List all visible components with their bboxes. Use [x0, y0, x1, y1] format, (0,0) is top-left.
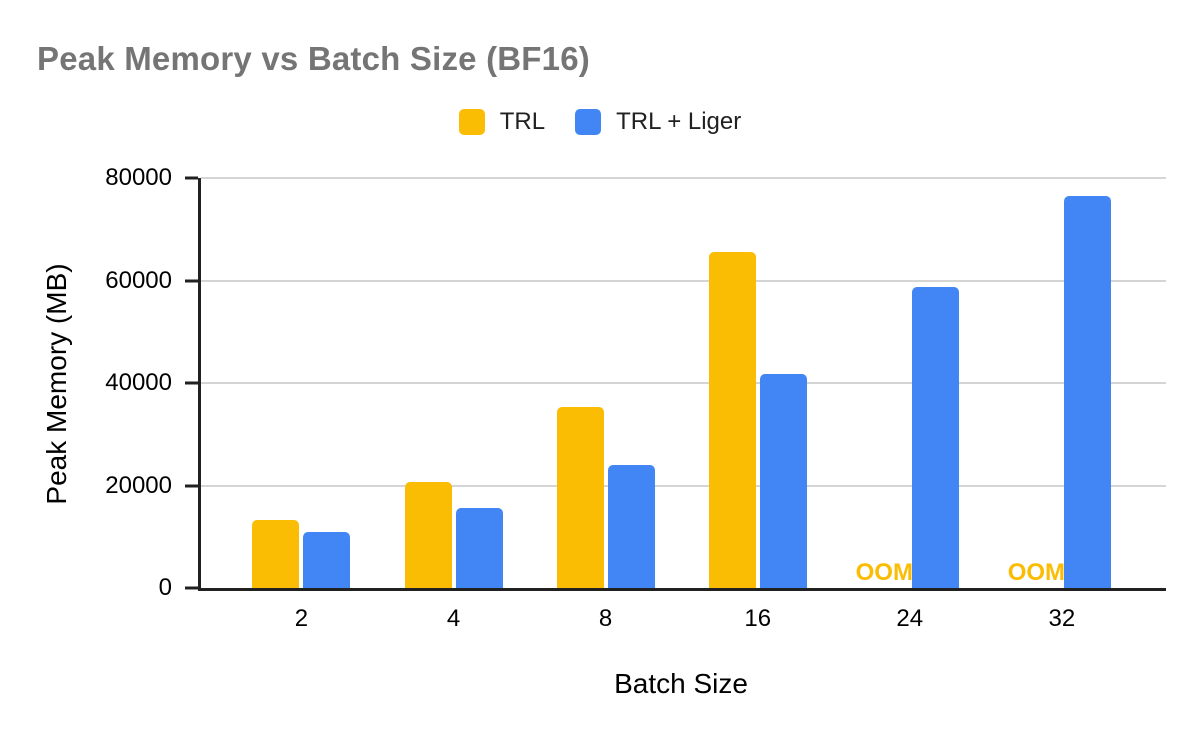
x-tick-label-8: 8 [598, 605, 613, 632]
y-tick-label-20000: 20000 [105, 471, 172, 499]
y-tick-mark-0 [185, 586, 198, 590]
bar-trl-batch-4 [404, 482, 452, 588]
x-tick-label-24: 24 [896, 605, 924, 632]
x-tick-label-4: 4 [446, 605, 461, 632]
gridline-20000 [201, 484, 1166, 487]
bar-trl-batch-2 [252, 519, 300, 588]
bar-group-32: OOM [1008, 178, 1111, 588]
bar-group-16 [708, 178, 807, 588]
oom-cell-trl-32: OOM [1008, 561, 1065, 588]
legend-label-trl: TRL [499, 108, 546, 135]
legend-item-trl: TRL [458, 108, 546, 136]
y-tick-label-60000: 60000 [105, 266, 172, 294]
legend: TRL TRL + Liger [0, 108, 1200, 136]
oom-label-trl-24: OOM [855, 559, 913, 586]
y-tick-mark-60000 [185, 279, 198, 282]
bar-trl-liger-batch-16 [759, 374, 807, 588]
x-axis-title: Batch Size [614, 668, 748, 699]
y-tick-mark-40000 [185, 381, 198, 385]
gridline-40000 [201, 382, 1166, 384]
bar-group-4 [404, 178, 503, 588]
legend-label-trl-liger: TRL + Liger [616, 108, 742, 135]
legend-item-trl-liger: TRL + Liger [575, 108, 741, 136]
legend-swatch-trl [458, 109, 485, 135]
x-tick-label-2: 2 [294, 605, 309, 632]
bar-trl-liger-batch-8 [607, 465, 655, 588]
y-tick-mark-20000 [185, 484, 198, 487]
oom-label-trl-32: OOM [1007, 559, 1066, 586]
bar-trl-batch-16 [708, 252, 756, 588]
gridline-60000 [201, 279, 1166, 282]
y-tick-label-40000: 40000 [105, 369, 172, 396]
y-tick-label-80000: 80000 [105, 164, 172, 191]
x-tick-label-16: 16 [744, 605, 772, 632]
bar-trl-liger-batch-32 [1063, 195, 1111, 588]
bar-trl-liger-batch-2 [303, 531, 351, 588]
gridline-80000 [201, 177, 1166, 179]
bar-group-2 [252, 178, 351, 588]
oom-cell-trl-24: OOM [856, 561, 913, 588]
chart-title: Peak Memory vs Batch Size (BF16) [37, 40, 590, 77]
y-tick-mark-80000 [185, 176, 198, 180]
legend-swatch-trl-liger [575, 109, 602, 135]
y-tick-label-0: 0 [158, 574, 172, 601]
bar-trl-liger-batch-4 [455, 508, 503, 588]
bar-group-24: OOM [856, 178, 959, 588]
bar-trl-batch-8 [556, 406, 604, 588]
plot-area: 0 20000 40000 60000 80000 2 4 8 16 OOM 24 OOM 32 [105, 166, 1166, 631]
y-axis-title: Peak Memory (MB) [41, 263, 72, 505]
bar-trl-liger-batch-24 [911, 286, 959, 588]
bar-group-8 [556, 178, 655, 588]
x-tick-label-32: 32 [1048, 605, 1076, 632]
